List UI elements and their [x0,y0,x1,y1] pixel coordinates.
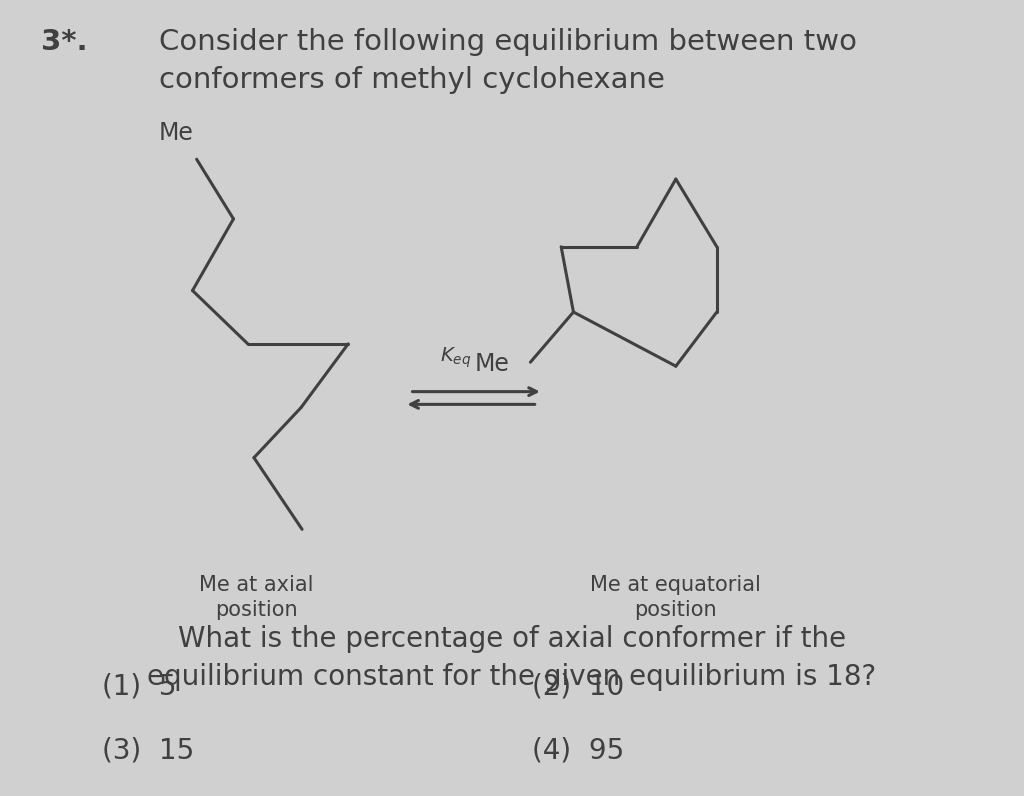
Text: Me: Me [159,121,194,145]
Text: Me: Me [475,352,510,376]
Text: (1)  5: (1) 5 [102,673,177,700]
Text: Consider the following equilibrium between two
conformers of methyl cyclohexane: Consider the following equilibrium betwe… [159,28,857,94]
Text: (4)  95: (4) 95 [532,736,625,764]
Text: What is the percentage of axial conformer if the
equilibrium constant for the gi: What is the percentage of axial conforme… [147,625,877,691]
Text: Me at equatorial
position: Me at equatorial position [591,575,761,620]
Text: (3)  15: (3) 15 [102,736,195,764]
Text: Me at axial
position: Me at axial position [199,575,313,620]
Text: (2)  10: (2) 10 [532,673,625,700]
Text: 3*.: 3*. [41,28,88,56]
Text: $\mathit{K}_{eq}$: $\mathit{K}_{eq}$ [440,345,472,370]
